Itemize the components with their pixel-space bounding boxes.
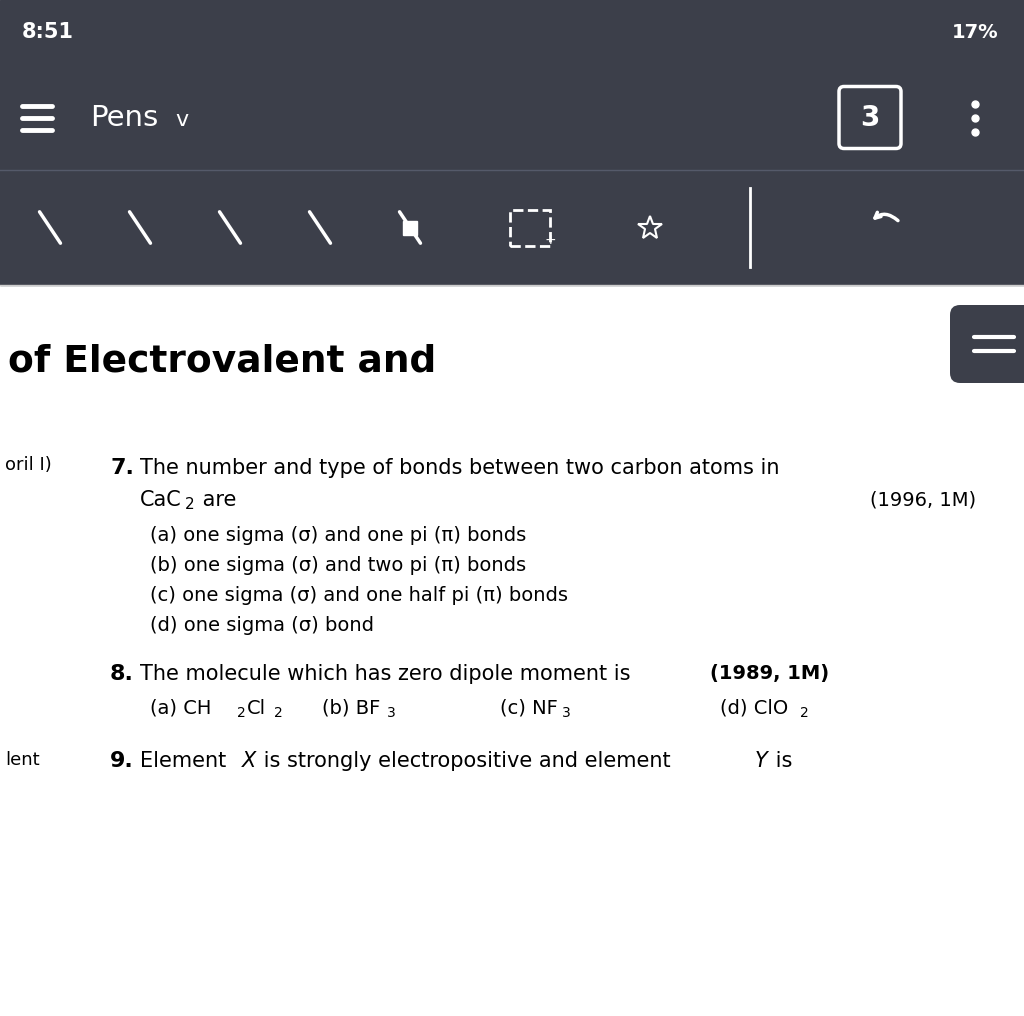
Text: (a) one sigma (σ) and one pi (π) bonds: (a) one sigma (σ) and one pi (π) bonds: [150, 526, 526, 545]
Text: oril I): oril I): [5, 456, 52, 474]
Text: 2: 2: [274, 706, 283, 720]
Text: (d) one sigma (σ) bond: (d) one sigma (σ) bond: [150, 616, 374, 635]
Text: (d) ClO: (d) ClO: [720, 699, 788, 718]
Bar: [510, 209, 550, 246]
Text: +: +: [545, 233, 557, 247]
Text: 2: 2: [800, 706, 809, 720]
Text: 8:51: 8:51: [22, 22, 74, 43]
Text: The number and type of bonds between two carbon atoms in: The number and type of bonds between two…: [140, 458, 779, 478]
Text: CaC: CaC: [140, 490, 181, 510]
Text: 8.: 8.: [110, 664, 134, 684]
Text: Y: Y: [755, 751, 768, 771]
Text: Cl: Cl: [247, 699, 266, 718]
Text: (b) one sigma (σ) and two pi (π) bonds: (b) one sigma (σ) and two pi (π) bonds: [150, 556, 526, 575]
Text: (b) BF: (b) BF: [322, 699, 380, 718]
Bar: [0, 170, 1024, 285]
Text: 9.: 9.: [110, 751, 134, 771]
Text: 2: 2: [237, 706, 246, 720]
Text: of Electrovalent and: of Electrovalent and: [8, 343, 436, 379]
Text: Pens: Pens: [90, 104, 159, 131]
Text: The molecule which has zero dipole moment is: The molecule which has zero dipole momen…: [140, 664, 631, 684]
Text: (1989, 1M): (1989, 1M): [710, 664, 829, 683]
Text: (c) NF: (c) NF: [500, 699, 558, 718]
Text: is strongly electropositive and element: is strongly electropositive and element: [257, 751, 677, 771]
Text: are: are: [196, 490, 237, 510]
Text: 3: 3: [562, 706, 570, 720]
Text: 3: 3: [387, 706, 395, 720]
Text: (a) CH: (a) CH: [150, 699, 211, 718]
Text: (c) one sigma (σ) and one half pi (π) bonds: (c) one sigma (σ) and one half pi (π) bo…: [150, 586, 568, 605]
Text: 2: 2: [185, 497, 195, 512]
Bar: [0, 65, 1024, 170]
FancyBboxPatch shape: [950, 305, 1024, 383]
Text: v: v: [175, 110, 188, 129]
Text: 3: 3: [860, 104, 880, 131]
Text: lent: lent: [5, 751, 40, 769]
Text: X: X: [242, 751, 256, 771]
Text: 17%: 17%: [951, 23, 998, 42]
Bar: [0, 0, 1024, 65]
Text: 7.: 7.: [110, 458, 134, 478]
Text: is: is: [769, 751, 793, 771]
Text: Element: Element: [140, 751, 232, 771]
Text: (1996, 1M): (1996, 1M): [870, 490, 976, 509]
